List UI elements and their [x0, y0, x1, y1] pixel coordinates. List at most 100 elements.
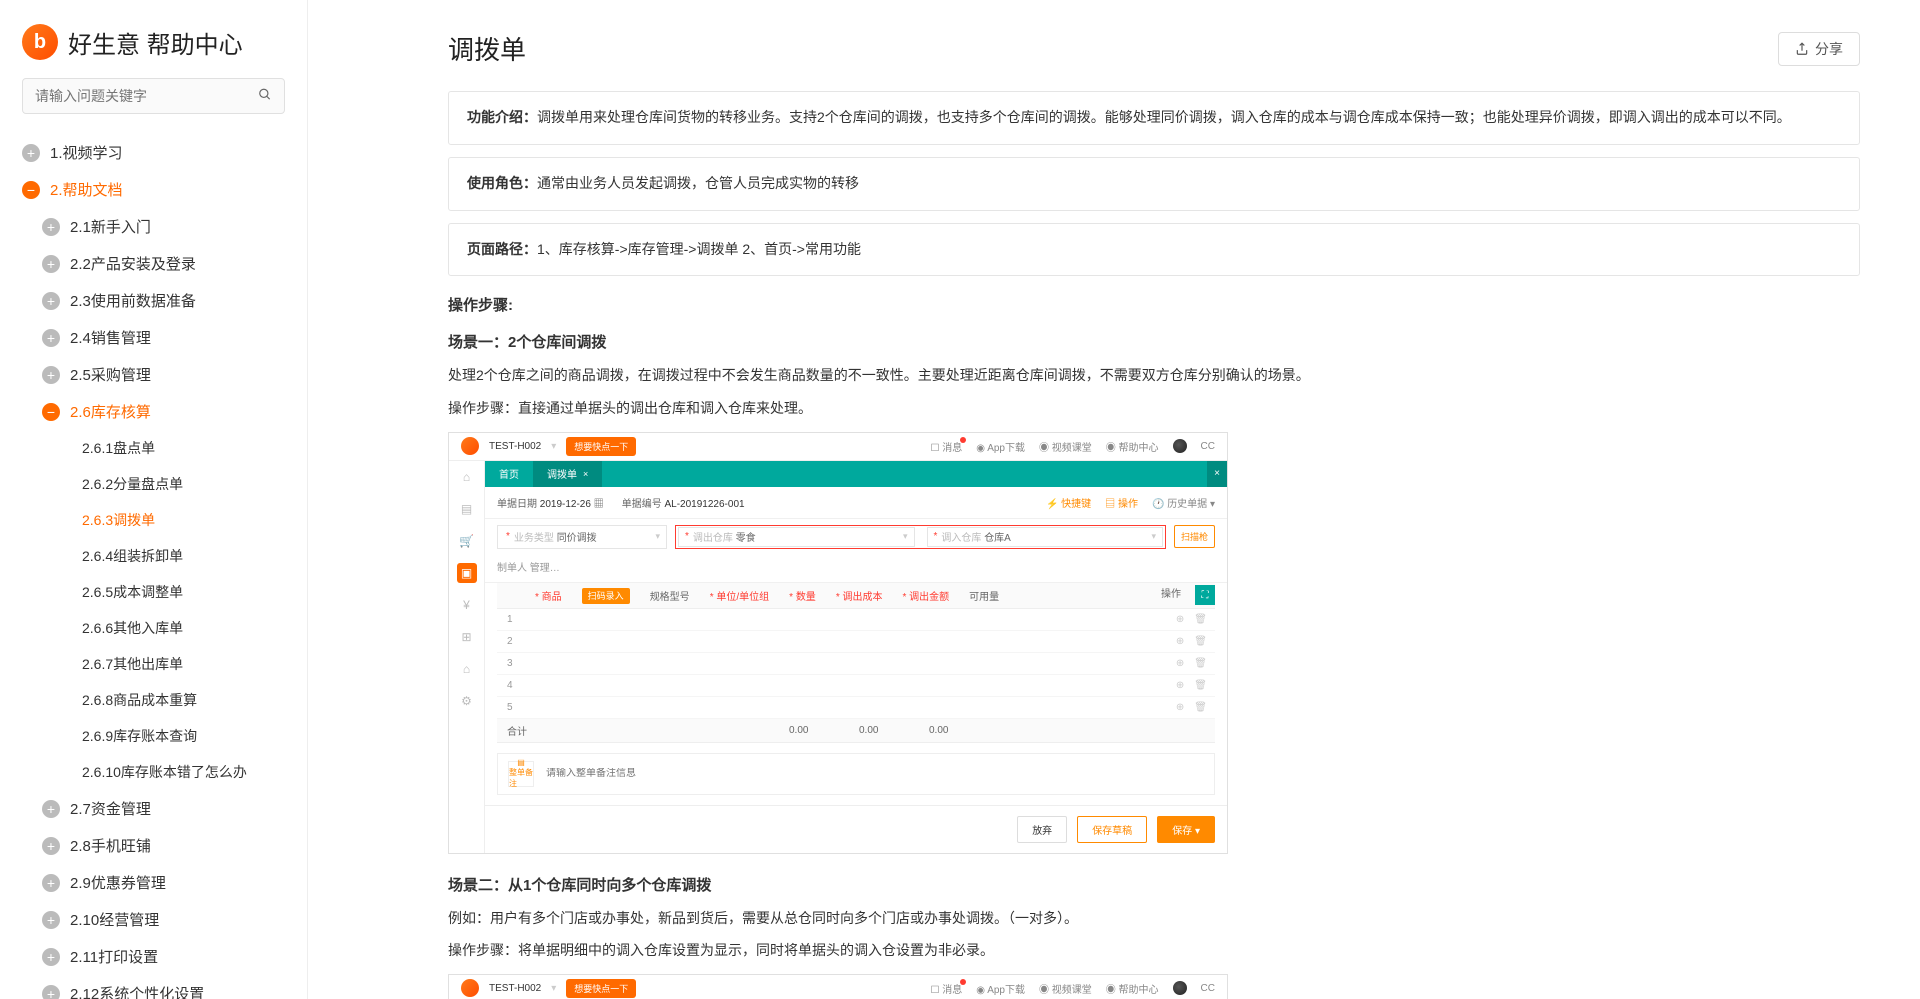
remark-input [546, 768, 1204, 779]
sshot-sidenav: ⌂ ▤ 🛒 ▣ ¥ ⊞ ⌂ ⚙ [449, 461, 485, 853]
main-content: 调拨单 分享 功能介绍：调拨单用来处理仓库间货物的转移业务。支持2个仓库间的调拨… [308, 0, 1920, 999]
quick-link: ⚡ 快捷键 [1046, 495, 1091, 510]
home-icon: ⌂ [457, 467, 477, 487]
save-button: 保存 ▾ [1157, 816, 1215, 843]
role-label: 使用角色： [467, 175, 537, 191]
sshot-formrow: 单据日期 2019-12-26 ▦ 单据编号 AL-20191226-001 ⚡… [485, 487, 1227, 519]
scan-button: 扫描枪 [1174, 525, 1215, 548]
nav-2-2[interactable]: +2.2产品安装及登录 [10, 245, 297, 282]
logo-text: 好生意 帮助中心 [68, 25, 243, 60]
avatar-icon [1173, 981, 1187, 995]
message-icon: ☐ 消息 [930, 981, 962, 996]
nav-2-8[interactable]: +2.8手机旺铺 [10, 827, 297, 864]
nav-2-6[interactable]: −2.6库存核算 [10, 393, 297, 430]
plus-icon: + [42, 911, 60, 929]
stock-icon: ▣ [457, 563, 477, 583]
plus-icon: + [22, 144, 40, 162]
nav-2-12[interactable]: +2.12系统个性化设置 [10, 975, 297, 999]
nav-2-3[interactable]: +2.3使用前数据准备 [10, 282, 297, 319]
chevron-down-icon: ▾ [551, 441, 556, 452]
report-icon: ⊞ [457, 627, 477, 647]
minus-icon: − [22, 181, 40, 199]
nav-2-6-9[interactable]: 2.6.9库存账本查询 [10, 718, 297, 754]
nav-2-1[interactable]: +2.1新手入门 [10, 208, 297, 245]
app-download: ◉ App下载 [976, 439, 1025, 454]
steps-title: 操作步骤: [448, 294, 1860, 315]
nav-help-docs[interactable]: −2.帮助文档 [10, 171, 297, 208]
embedded-screenshot-2: TEST-H002 ▾ 想要快点一下 ☐ 消息 ◉ App下载 ◉ 视频课堂 ◉… [448, 974, 1228, 999]
search-icon[interactable] [258, 88, 272, 105]
plus-icon: + [42, 292, 60, 310]
plus-icon: + [42, 255, 60, 273]
scene2-title: 场景二：从1个仓库同时向多个仓库调拨 [448, 874, 1860, 895]
doc-icon: ▤ [457, 499, 477, 519]
share-button[interactable]: 分享 [1778, 32, 1860, 66]
sshot-row2: 制单人 管理… [485, 555, 1227, 583]
nav-2-6-2[interactable]: 2.6.2分量盘点单 [10, 466, 297, 502]
sshot-remark: ▤整单备注 [497, 753, 1215, 795]
logo-icon: b [22, 24, 58, 60]
nav-2-6-7[interactable]: 2.6.7其他出库单 [10, 646, 297, 682]
cart-icon: 🛒 [457, 531, 477, 551]
sshot-filters: *业务类型 同价调拨▾ *调出仓库 零食▾ *调入仓库 仓库A▾ 扫描枪 [485, 519, 1227, 555]
chevron-down-icon: ▾ [551, 983, 556, 994]
plus-icon: + [42, 874, 60, 892]
sshot-workspace: TEST-H002 [489, 441, 541, 452]
search-input[interactable] [23, 79, 284, 113]
sshot-logo-icon [461, 437, 479, 455]
draft-button: 保存草稿 [1077, 816, 1147, 843]
sshot-tabs: 首页 调拨单× × [485, 461, 1227, 487]
hist-link: 🕐 历史单据 ▾ [1152, 495, 1215, 510]
page-title: 调拨单 [448, 30, 526, 67]
help-link: ◉ 帮助中心 [1106, 439, 1159, 454]
logo-area: b 好生意 帮助中心 [0, 0, 307, 78]
nav-2-6-8[interactable]: 2.6.8商品成本重算 [10, 682, 297, 718]
nav-2-6-5[interactable]: 2.6.5成本调整单 [10, 574, 297, 610]
page-header: 调拨单 分享 [448, 30, 1860, 67]
op-link: ▤ 操作 [1105, 495, 1138, 510]
nav-2-11[interactable]: +2.11打印设置 [10, 938, 297, 975]
gear-icon: ⚙ [457, 691, 477, 711]
scene1-title: 场景一：2个仓库间调拨 [448, 331, 1860, 352]
nav-2-6-4[interactable]: 2.6.4组装拆卸单 [10, 538, 297, 574]
intro-label: 功能介绍： [467, 109, 537, 125]
sshot-table: * 商品 扫码录入 规格型号 * 单位/单位组 * 数量 * 调出成本 * 调出… [485, 583, 1227, 743]
nav-2-6-3[interactable]: 2.6.3调拨单 [10, 502, 297, 538]
sshot2-topbar: TEST-H002 ▾ 想要快点一下 ☐ 消息 ◉ App下载 ◉ 视频课堂 ◉… [449, 975, 1227, 999]
sshot-logo-icon [461, 979, 479, 997]
nav-2-10[interactable]: +2.10经营管理 [10, 901, 297, 938]
nav-2-7[interactable]: +2.7资金管理 [10, 790, 297, 827]
discard-button: 放弃 [1017, 816, 1067, 843]
nav-2-5[interactable]: +2.5采购管理 [10, 356, 297, 393]
share-icon [1795, 42, 1809, 56]
close-all-icon: × [1207, 461, 1227, 487]
nav-2-4[interactable]: +2.4销售管理 [10, 319, 297, 356]
scene2-p1: 例如：用户有多个门店或办事处，新品到货后，需要从总仓同时向多个门店或办事处调拨。… [448, 905, 1860, 932]
nav-video-learning[interactable]: +1.视频学习 [10, 134, 297, 171]
role-box: 使用角色：通常由业务人员发起调拨，仓管人员完成实物的转移 [448, 157, 1860, 211]
scene2-p2: 操作步骤：将单据明细中的调入仓库设置为显示，同时将单据头的调入仓设置为非必录。 [448, 937, 1860, 964]
sidebar: b 好生意 帮助中心 +1.视频学习 −2.帮助文档 +2.1新手入门 +2.2… [0, 0, 308, 999]
nav-2-6-1[interactable]: 2.6.1盘点单 [10, 430, 297, 466]
intro-text: 调拨单用来处理仓库间货物的转移业务。支持2个仓库间的调拨，也支持多个仓库间的调拨… [537, 109, 1791, 125]
expand-icon: ⛶ [1195, 585, 1215, 605]
scene1-p2: 操作步骤：直接通过单据头的调出仓库和调入仓库来处理。 [448, 395, 1860, 422]
plus-icon: + [42, 837, 60, 855]
sshot-footer: 放弃 保存草稿 保存 ▾ [485, 805, 1227, 853]
plus-icon: + [42, 366, 60, 384]
video-link: ◉ 视频课堂 [1039, 439, 1092, 454]
path-label: 页面路径： [467, 241, 537, 257]
username: CC [1201, 441, 1215, 452]
plus-icon: + [42, 329, 60, 347]
steps-section: 操作步骤: 场景一：2个仓库间调拨 处理2个仓库之间的商品调拨，在调拨过程中不会… [448, 294, 1860, 999]
nav-2-6-10[interactable]: 2.6.10库存账本错了怎么办 [10, 754, 297, 790]
nav-2-9[interactable]: +2.9优惠券管理 [10, 864, 297, 901]
intro-box: 功能介绍：调拨单用来处理仓库间货物的转移业务。支持2个仓库间的调拨，也支持多个仓… [448, 91, 1860, 145]
scene1-p1: 处理2个仓库之间的商品调拨，在调拨过程中不会发生商品数量的不一致性。主要处理近距… [448, 362, 1860, 389]
role-text: 通常由业务人员发起调拨，仓管人员完成实物的转移 [537, 175, 859, 191]
remark-icon: ▤整单备注 [508, 761, 534, 787]
sshot-topbar: TEST-H002 ▾ 想要快点一下 ☐ 消息 ◉ App下载 ◉ 视频课堂 ◉… [449, 433, 1227, 461]
search-box[interactable] [22, 78, 285, 114]
plus-icon: + [42, 218, 60, 236]
nav-2-6-6[interactable]: 2.6.6其他入库单 [10, 610, 297, 646]
